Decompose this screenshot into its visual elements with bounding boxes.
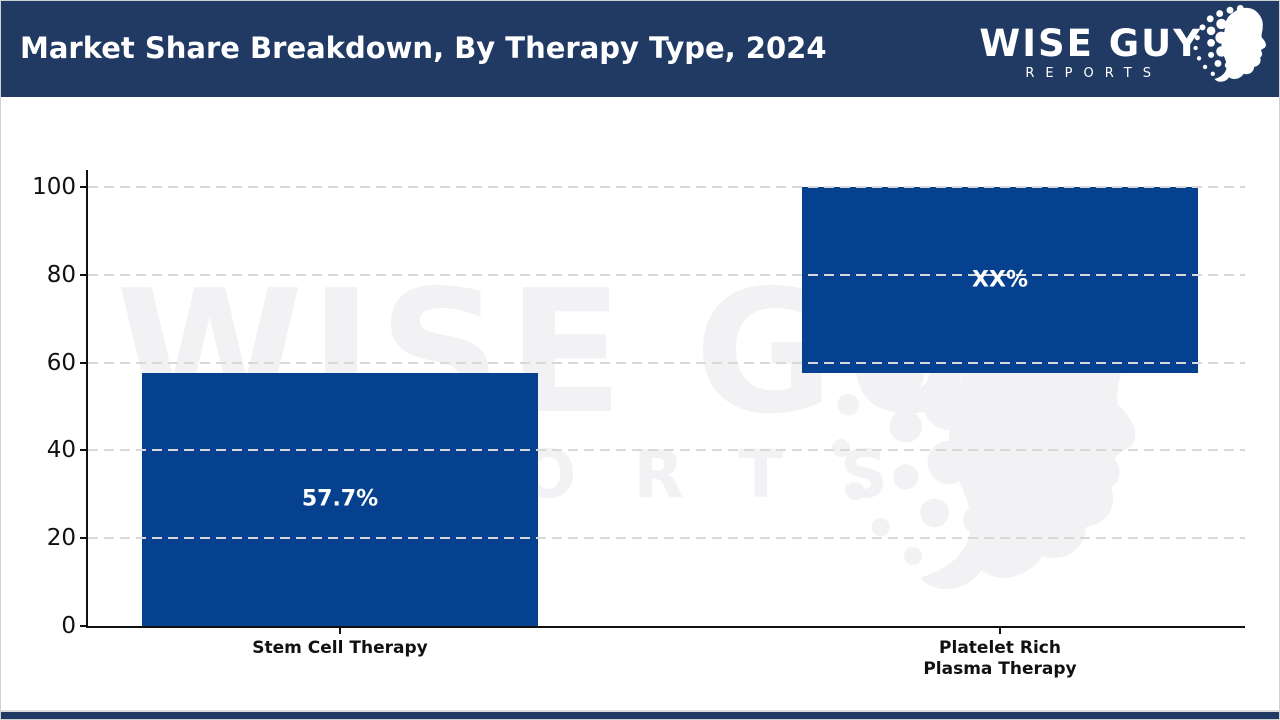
bar-value-label: 57.7% xyxy=(301,486,379,512)
y-axis-tick-label: 100 xyxy=(32,174,76,200)
y-gridline xyxy=(88,361,1245,364)
wise-guy-reports-logo: WISE GUY REPORTS xyxy=(979,5,1274,94)
x-axis-category-label: Stem Cell Therapy xyxy=(252,638,428,658)
x-axis-category-label: Platelet Rich Plasma Therapy xyxy=(923,638,1077,679)
y-gridline xyxy=(88,537,1245,540)
y-tick-mark xyxy=(80,186,88,188)
y-axis-tick-label: 20 xyxy=(46,525,76,552)
logo-head-icon xyxy=(1193,5,1266,82)
header-bar: Market Share Breakdown, By Therapy Type,… xyxy=(0,0,1280,97)
y-axis-tick-label: 0 xyxy=(61,613,76,639)
y-gridline xyxy=(88,273,1245,276)
x-tick-mark xyxy=(999,626,1001,634)
y-tick-mark xyxy=(80,537,88,540)
bar-segment xyxy=(802,187,1198,373)
x-tick-mark xyxy=(339,626,341,634)
y-axis-tick-label: 40 xyxy=(46,437,76,464)
logo-wordmark: WISE GUY xyxy=(979,21,1202,65)
y-tick-mark xyxy=(80,625,88,627)
y-axis-spine xyxy=(86,170,88,628)
bar-segment xyxy=(142,372,538,626)
y-axis-tick-label: 60 xyxy=(46,349,76,376)
footer-bar xyxy=(0,710,1280,720)
y-gridline xyxy=(88,186,1245,188)
y-tick-mark xyxy=(80,449,88,452)
x-axis-spine xyxy=(86,626,1245,628)
chart-title: Market Share Breakdown, By Therapy Type,… xyxy=(20,31,827,65)
y-axis-tick-label: 80 xyxy=(46,261,76,288)
y-gridline xyxy=(88,449,1245,452)
bar-value-label: XX% xyxy=(972,267,1028,293)
y-tick-mark xyxy=(80,361,88,364)
logo-reports-label: REPORTS xyxy=(1025,65,1162,81)
y-tick-mark xyxy=(80,273,88,276)
